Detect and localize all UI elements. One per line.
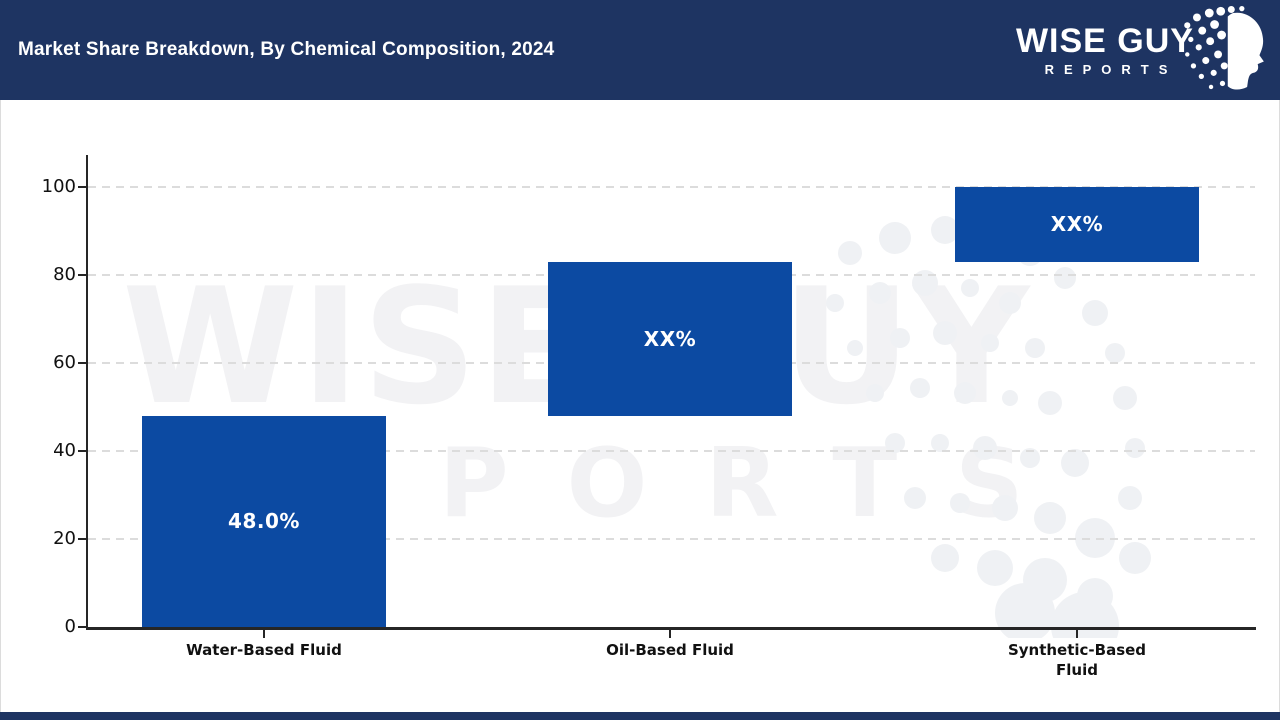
y-tick-label: 0 xyxy=(64,616,76,637)
brand-logo: WISE GUY REPORTS xyxy=(1016,0,1272,100)
gridline xyxy=(88,538,1255,540)
x-axis-line xyxy=(86,627,1256,630)
logo-wordmark: WISE GUY xyxy=(1015,22,1194,60)
y-axis-line xyxy=(86,155,88,629)
bar-value-label: XX% xyxy=(643,326,697,351)
page-border-left xyxy=(0,100,1,712)
x-category-label: Oil-Based Fluid xyxy=(606,641,734,659)
y-tick-label: 80 xyxy=(53,264,76,285)
bar-value-label: 48.0% xyxy=(228,509,300,534)
bar-value-label: XX% xyxy=(1050,212,1104,237)
page-title: Market Share Breakdown, By Chemical Comp… xyxy=(18,39,555,60)
y-tick-label: 100 xyxy=(41,176,76,197)
y-tick-label: 60 xyxy=(53,352,76,373)
x-tick-mark xyxy=(669,630,671,638)
brand-logo-text: WISE GUY REPORTS xyxy=(1016,23,1194,77)
bar-segment: XX% xyxy=(548,261,792,416)
x-tick-mark xyxy=(263,630,265,638)
y-tick-mark xyxy=(78,362,86,364)
y-tick-mark xyxy=(78,626,86,628)
y-tick-mark xyxy=(78,186,86,188)
x-category-label: Water-Based Fluid xyxy=(186,641,342,659)
gridline xyxy=(88,186,1255,188)
y-tick-label: 20 xyxy=(53,528,76,549)
y-tick-mark xyxy=(78,538,86,540)
x-tick-mark xyxy=(1076,630,1078,638)
plot-area: 48.0% XX% XX% xyxy=(88,155,1255,627)
y-tick-label: 40 xyxy=(53,440,76,461)
bar-segment: 48.0% xyxy=(142,415,386,627)
x-category-label: Synthetic-Based Fluid xyxy=(1007,641,1147,679)
logo-head-icon xyxy=(1184,6,1264,90)
footer-bar xyxy=(0,712,1280,720)
y-tick-mark xyxy=(78,450,86,452)
gridline xyxy=(88,450,1255,452)
header-bar: Market Share Breakdown, By Chemical Comp… xyxy=(0,0,1280,100)
logo-subtext: REPORTS xyxy=(1044,62,1178,77)
y-tick-mark xyxy=(78,274,86,276)
bar-segment: XX% xyxy=(955,187,1199,262)
